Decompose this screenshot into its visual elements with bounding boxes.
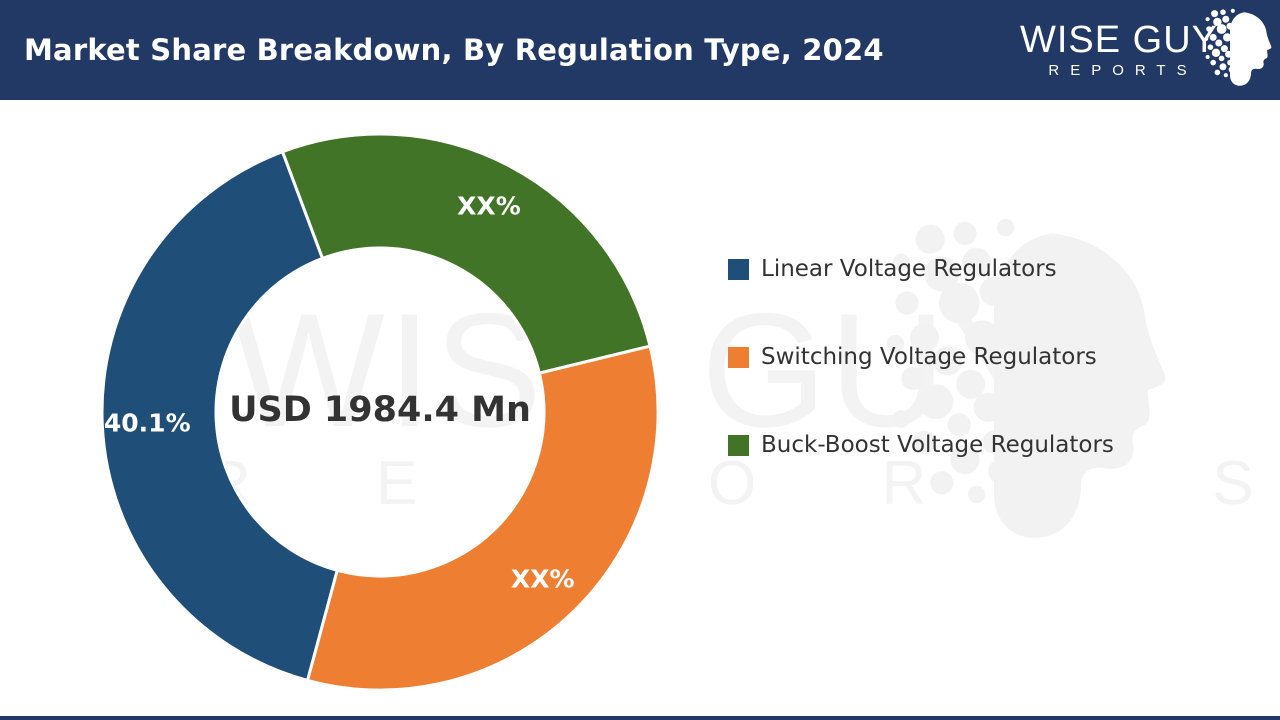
legend-item-switching: Switching Voltage Regulators — [728, 344, 1114, 370]
legend-item-buck-boost: Buck-Boost Voltage Regulators — [728, 432, 1114, 458]
footer-bar — [0, 716, 1280, 720]
legend-label-linear: Linear Voltage Regulators — [761, 256, 1057, 282]
header-bar: Market Share Breakdown, By Regulation Ty… — [0, 0, 1280, 100]
brand-subtitle: REPORTS — [1048, 62, 1198, 80]
legend-swatch-buck-boost — [728, 434, 749, 456]
slice-percentage-label: XX% — [457, 192, 521, 221]
chart-area: WISE GUY R E P O R T S XX% 40.1% XX% USD 1… — [0, 100, 1280, 716]
slice-percentage-label: 40.1% — [104, 409, 191, 438]
brand-face-icon — [1204, 8, 1272, 86]
page-title: Market Share Breakdown, By Regulation Ty… — [24, 33, 884, 67]
brand-logo: WISE GUY REPORTS — [1020, 8, 1272, 92]
slice-percentage-label: XX% — [511, 564, 575, 593]
legend-label-switching: Switching Voltage Regulators — [761, 344, 1097, 370]
legend-swatch-switching — [728, 346, 749, 368]
legend-label-buck-boost: Buck-Boost Voltage Regulators — [761, 432, 1114, 458]
brand-logo-text: WISE GUY REPORTS — [1019, 18, 1218, 80]
brand-name: WISE GUY — [1019, 18, 1218, 61]
legend-item-linear: Linear Voltage Regulators — [728, 256, 1114, 282]
chart-legend: Linear Voltage Regulators Switching Volt… — [728, 256, 1114, 458]
donut-center-value: USD 1984.4 Mn — [229, 390, 531, 430]
legend-swatch-linear — [728, 258, 749, 280]
